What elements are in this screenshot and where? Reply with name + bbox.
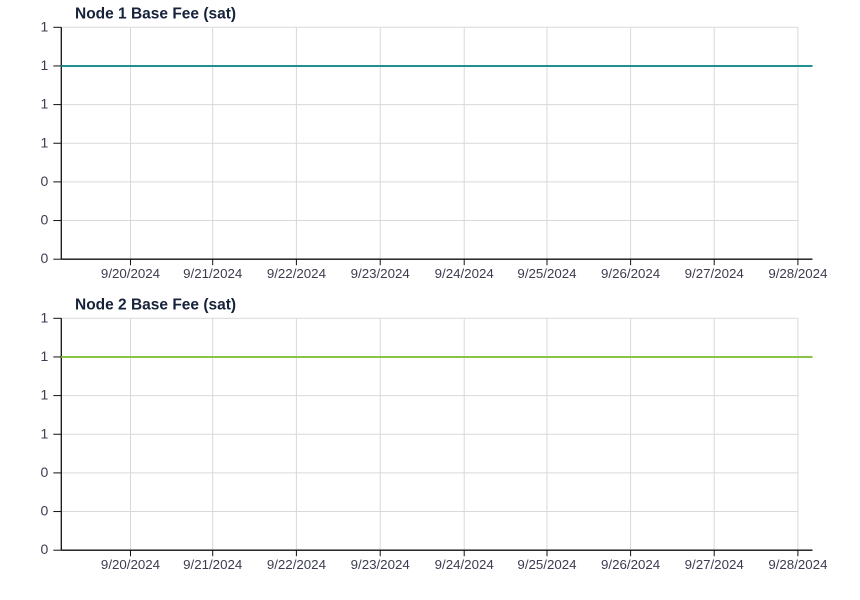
svg-text:Node 1 Base Fee (sat): Node 1 Base Fee (sat) xyxy=(75,6,236,23)
svg-text:9/21/2024: 9/21/2024 xyxy=(183,266,242,281)
svg-text:9/27/2024: 9/27/2024 xyxy=(685,557,744,572)
svg-text:0: 0 xyxy=(41,212,49,228)
svg-text:0: 0 xyxy=(41,503,49,519)
svg-text:0: 0 xyxy=(41,173,49,189)
svg-text:1: 1 xyxy=(41,348,49,364)
svg-text:9/24/2024: 9/24/2024 xyxy=(435,266,494,281)
svg-text:9/26/2024: 9/26/2024 xyxy=(601,557,660,572)
svg-text:9/26/2024: 9/26/2024 xyxy=(601,266,660,281)
svg-text:9/21/2024: 9/21/2024 xyxy=(183,557,242,572)
svg-text:1: 1 xyxy=(41,387,49,403)
svg-text:9/22/2024: 9/22/2024 xyxy=(267,557,326,572)
svg-text:0: 0 xyxy=(41,541,49,557)
svg-text:9/28/2024: 9/28/2024 xyxy=(768,266,827,281)
svg-text:9/23/2024: 9/23/2024 xyxy=(351,557,410,572)
svg-text:1: 1 xyxy=(41,18,49,34)
svg-text:1: 1 xyxy=(41,309,49,325)
svg-text:1: 1 xyxy=(41,57,49,73)
svg-text:9/25/2024: 9/25/2024 xyxy=(517,266,576,281)
svg-text:1: 1 xyxy=(41,134,49,150)
svg-text:9/27/2024: 9/27/2024 xyxy=(685,266,744,281)
svg-text:9/20/2024: 9/20/2024 xyxy=(101,266,160,281)
svg-text:9/25/2024: 9/25/2024 xyxy=(517,557,576,572)
svg-text:0: 0 xyxy=(41,250,49,266)
svg-text:0: 0 xyxy=(41,464,49,480)
svg-text:9/20/2024: 9/20/2024 xyxy=(101,557,160,572)
svg-text:9/22/2024: 9/22/2024 xyxy=(267,266,326,281)
svg-text:1: 1 xyxy=(41,425,49,441)
svg-text:Node 2 Base Fee (sat): Node 2 Base Fee (sat) xyxy=(75,297,236,314)
svg-text:9/24/2024: 9/24/2024 xyxy=(435,557,494,572)
svg-text:9/23/2024: 9/23/2024 xyxy=(351,266,410,281)
svg-text:1: 1 xyxy=(41,96,49,112)
svg-text:9/28/2024: 9/28/2024 xyxy=(768,557,827,572)
